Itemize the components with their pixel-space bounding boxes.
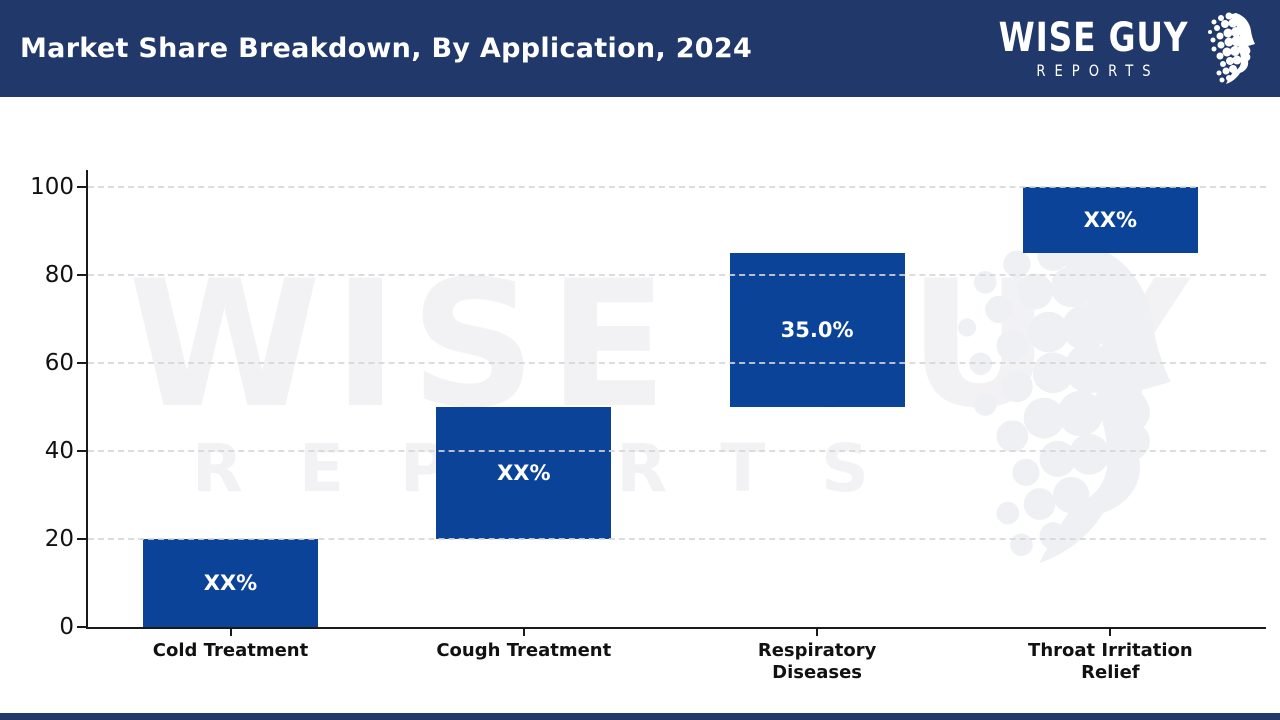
y-tick-mark — [77, 274, 86, 276]
y-tick-label: 100 — [30, 174, 74, 200]
bar-segment: XX% — [1022, 187, 1198, 253]
y-tick-mark — [77, 186, 86, 188]
bar-value-label: 35.0% — [780, 318, 854, 342]
logo-tagline: REPORTS — [1036, 60, 1160, 80]
y-tick-mark — [77, 450, 86, 452]
chart-title: Market Share Breakdown, By Application, … — [20, 33, 753, 64]
watermark-dotted-head-icon — [890, 228, 1180, 585]
x-tick-mark — [1109, 629, 1112, 636]
y-gridline — [88, 362, 1266, 364]
y-gridline — [88, 274, 1266, 276]
y-tick-label: 20 — [44, 526, 74, 552]
y-gridline — [88, 450, 1266, 452]
y-tick-label: 0 — [59, 614, 74, 640]
x-tick-mark — [229, 629, 232, 636]
y-tick-label: 80 — [44, 262, 74, 288]
y-tick-label: 40 — [44, 438, 74, 464]
y-tick-mark — [77, 626, 86, 628]
x-axis-line — [86, 627, 1266, 629]
bar-value-label: XX% — [1083, 208, 1138, 232]
bar-value-label: XX% — [203, 571, 258, 595]
bar-segment: XX% — [143, 539, 318, 627]
x-category-label: Respiratory Diseases — [757, 640, 877, 683]
y-tick-mark — [77, 362, 86, 364]
logo-wordmark: WISE GUY — [998, 14, 1188, 61]
y-gridline — [88, 186, 1266, 188]
y-gridline — [88, 538, 1266, 540]
logo-text: WISE GUY REPORTS — [998, 18, 1188, 80]
header-bar: Market Share Breakdown, By Application, … — [0, 0, 1280, 97]
x-category-label: Cough Treatment — [436, 640, 612, 661]
y-tick-mark — [77, 538, 86, 540]
wise-guy-logo: WISE GUY REPORTS — [957, 10, 1258, 88]
bar-segment: XX% — [436, 407, 612, 539]
x-category-label: Throat Irritation Relief — [1028, 640, 1193, 683]
x-tick-mark — [522, 629, 525, 636]
bar-value-label: XX% — [497, 461, 551, 485]
footer-bar — [0, 713, 1280, 720]
dotted-head-logo-icon — [1192, 10, 1258, 88]
x-category-label: Cold Treatment — [152, 640, 309, 661]
y-axis-line — [86, 170, 88, 629]
bar-segment: 35.0% — [729, 253, 905, 407]
x-tick-mark — [816, 629, 819, 636]
y-tick-label: 60 — [44, 350, 74, 376]
